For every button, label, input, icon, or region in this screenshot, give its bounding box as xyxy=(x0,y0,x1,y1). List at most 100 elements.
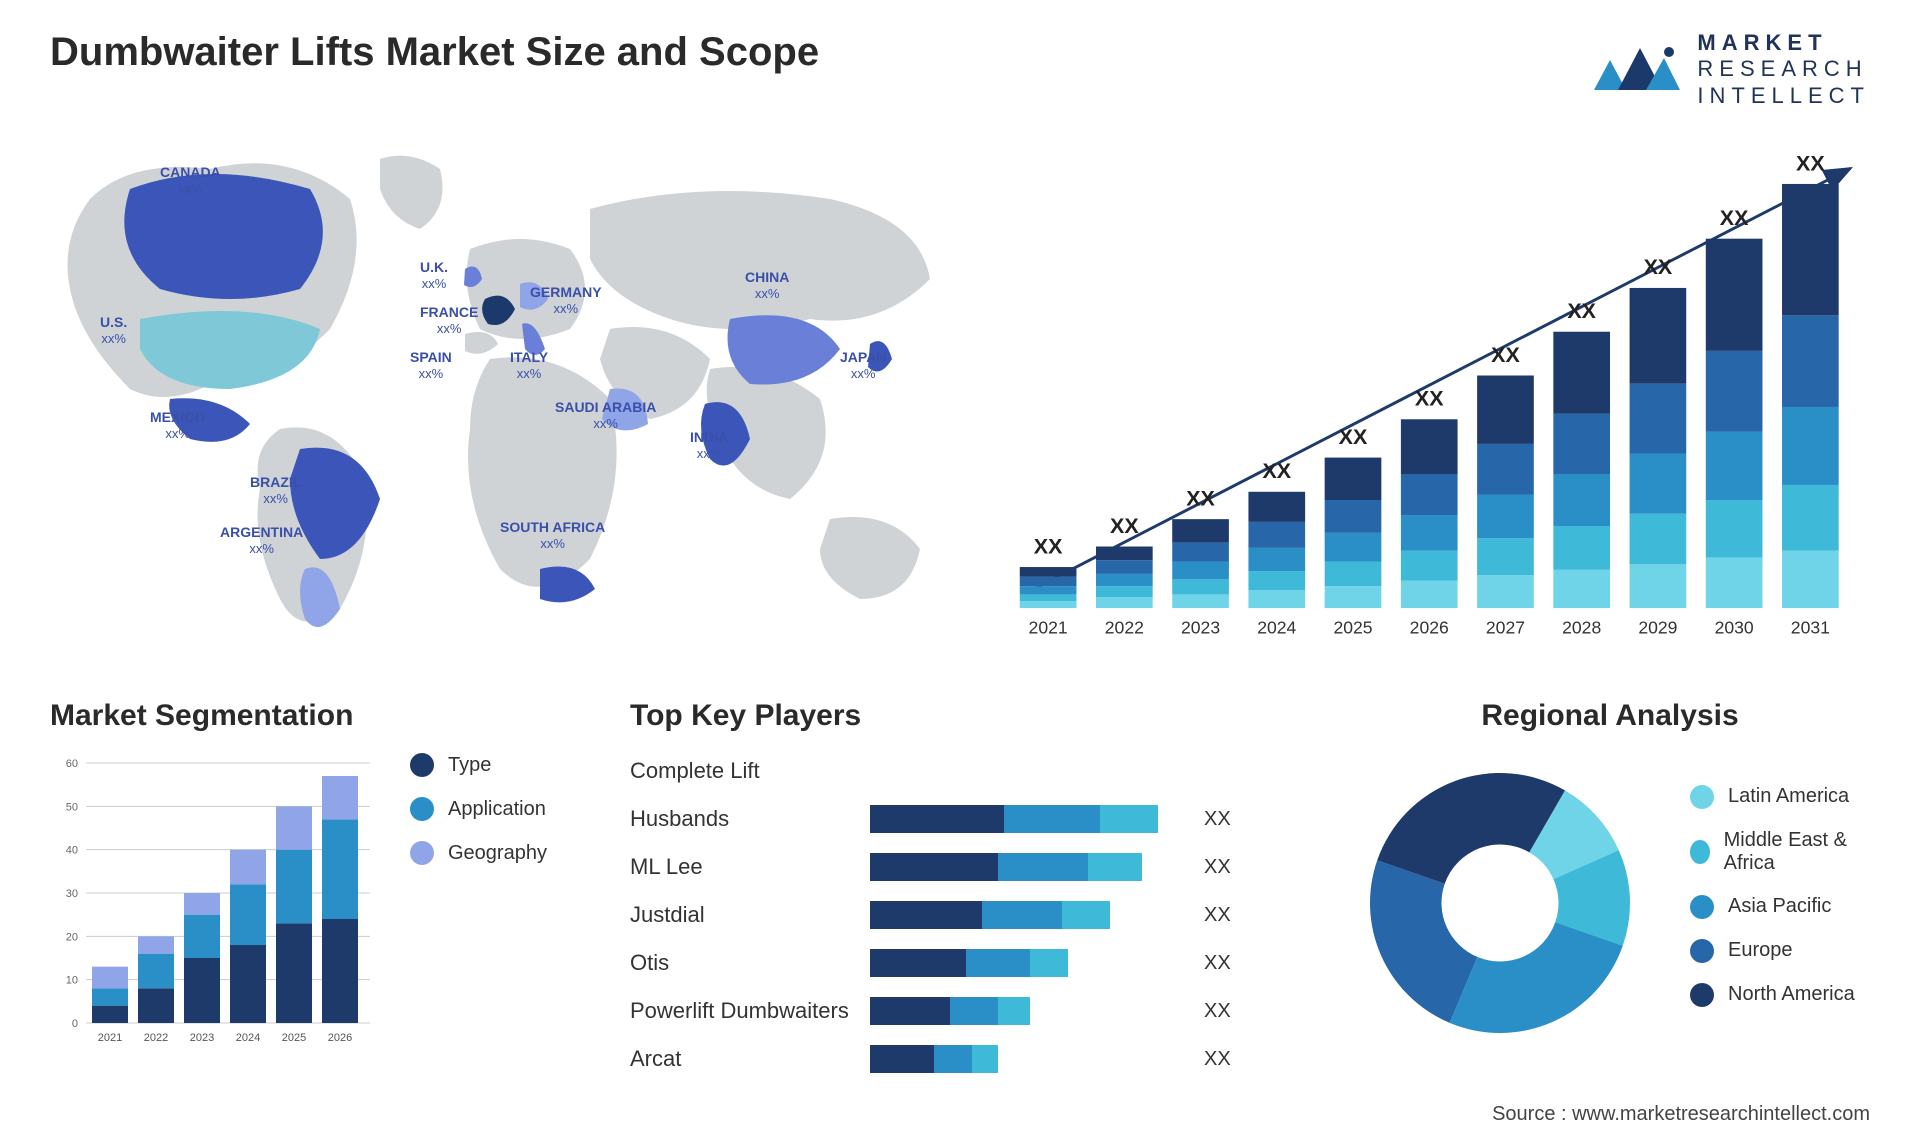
legend-item: North America xyxy=(1690,983,1870,1007)
legend-item: Asia Pacific xyxy=(1690,895,1870,919)
country-label: SAUDI ARABIAxx% xyxy=(555,399,656,431)
key-players-panel: Top Key Players Complete LiftHusbandsXXM… xyxy=(630,699,1310,1089)
svg-text:2022: 2022 xyxy=(144,1032,168,1044)
svg-text:XX: XX xyxy=(1644,255,1673,279)
country-label: ARGENTINAxx% xyxy=(220,524,303,556)
player-value: XX xyxy=(1204,1001,1231,1021)
page-title: Dumbwaiter Lifts Market Size and Scope xyxy=(50,30,819,75)
player-value: XX xyxy=(1204,905,1231,925)
world-map-svg xyxy=(50,139,950,659)
svg-text:XX: XX xyxy=(1796,151,1825,175)
svg-text:40: 40 xyxy=(66,845,78,857)
country-label: CANADAxx% xyxy=(160,164,221,196)
player-bar xyxy=(870,805,1190,833)
legend-item: Geography xyxy=(410,841,547,865)
legend-item: Europe xyxy=(1690,939,1870,963)
segmentation-panel: Market Segmentation 0 10 20 30 40 50 60 2021 202… xyxy=(50,699,590,1089)
player-bar xyxy=(870,949,1190,977)
country-label: FRANCExx% xyxy=(420,304,478,336)
player-name: Arcat xyxy=(630,1048,870,1070)
top-row: CANADAxx% U.S.xx% MEXICOxx% BRAZILxx% ARGENT… xyxy=(50,139,1870,659)
svg-text:2024: 2024 xyxy=(1257,618,1296,638)
player-row: Husbands XX xyxy=(630,801,1310,837)
segmentation-title: Market Segmentation xyxy=(50,699,590,733)
player-row: Powerlift Dumbwaiters XX xyxy=(630,993,1310,1029)
player-row: Otis XX xyxy=(630,945,1310,981)
legend-item: Application xyxy=(410,797,547,821)
svg-text:2025: 2025 xyxy=(282,1032,306,1044)
country-label: MEXICOxx% xyxy=(150,409,205,441)
player-bar xyxy=(870,1045,1190,1073)
player-name: Complete Lift xyxy=(630,760,870,782)
svg-text:XX: XX xyxy=(1262,459,1291,483)
player-value: XX xyxy=(1204,1049,1231,1069)
player-bar xyxy=(870,901,1190,929)
svg-text:2023: 2023 xyxy=(1181,618,1220,638)
svg-text:2024: 2024 xyxy=(236,1032,260,1044)
svg-text:2028: 2028 xyxy=(1562,618,1601,638)
players-list: Complete LiftHusbandsXXML LeeXXJustdialX… xyxy=(630,753,1310,1077)
svg-text:20: 20 xyxy=(66,932,78,944)
player-bar xyxy=(870,997,1190,1025)
player-row: ML LeeXX xyxy=(630,849,1310,885)
svg-text:2026: 2026 xyxy=(1410,618,1449,638)
player-name: ML Lee xyxy=(630,856,870,878)
svg-text:XX: XX xyxy=(1339,425,1368,449)
country-label: JAPANxx% xyxy=(840,349,886,381)
svg-text:XX: XX xyxy=(1034,535,1063,559)
player-bar xyxy=(870,853,1190,881)
svg-text:XX: XX xyxy=(1491,343,1520,367)
svg-text:2021: 2021 xyxy=(1029,618,1068,638)
player-value: XX xyxy=(1204,953,1231,973)
player-row: Justdial XX xyxy=(630,897,1310,933)
country-label: INDIAxx% xyxy=(690,429,728,461)
logo-mark-icon xyxy=(1592,40,1682,100)
world-map-chart: CANADAxx% U.S.xx% MEXICOxx% BRAZILxx% ARGENT… xyxy=(50,139,950,659)
svg-text:2026: 2026 xyxy=(328,1032,352,1044)
svg-text:XX: XX xyxy=(1186,487,1215,511)
regional-donut-chart xyxy=(1350,753,1650,1058)
source-attribution: Source : www.marketresearchintellect.com xyxy=(1492,1103,1870,1126)
svg-text:60: 60 xyxy=(66,758,78,770)
country-label: GERMANYxx% xyxy=(530,284,602,316)
player-name: Husbands xyxy=(630,808,870,830)
svg-text:0: 0 xyxy=(72,1018,78,1030)
regional-title: Regional Analysis xyxy=(1350,699,1870,733)
country-label: ITALYxx% xyxy=(510,349,548,381)
regional-legend: Latin America Middle East & Africa Asia Pa… xyxy=(1690,785,1870,1027)
header: Dumbwaiter Lifts Market Size and Scope M… xyxy=(50,30,1870,109)
svg-text:2021: 2021 xyxy=(98,1032,122,1044)
svg-text:10: 10 xyxy=(66,975,78,987)
country-label: SOUTH AFRICAxx% xyxy=(500,519,605,551)
country-label: U.S.xx% xyxy=(100,314,127,346)
svg-text:XX: XX xyxy=(1110,514,1139,538)
svg-text:2030: 2030 xyxy=(1715,618,1754,638)
legend-item: Latin America xyxy=(1690,785,1870,809)
player-row: Arcat XX xyxy=(630,1041,1310,1077)
svg-text:50: 50 xyxy=(66,802,78,814)
svg-text:2025: 2025 xyxy=(1333,618,1372,638)
player-name: Otis xyxy=(630,952,870,974)
logo-text: MARKET RESEARCH INTELLECT xyxy=(1697,30,1870,109)
country-label: SPAINxx% xyxy=(410,349,452,381)
svg-text:30: 30 xyxy=(66,888,78,900)
legend-item: Middle East & Africa xyxy=(1690,829,1870,875)
svg-text:2029: 2029 xyxy=(1638,618,1677,638)
country-label: U.K.xx% xyxy=(420,259,448,291)
player-name: Powerlift Dumbwaiters xyxy=(630,1000,870,1022)
segmentation-legend: Type Application Geography xyxy=(410,753,547,885)
growth-stacked-bar-chart: XX 2021 XX 2022 XX 2023 XX 2024 XX 2025 XX 2026 XX 20… xyxy=(1010,139,1870,659)
svg-text:2031: 2031 xyxy=(1791,618,1830,638)
svg-text:2027: 2027 xyxy=(1486,618,1525,638)
brand-logo: MARKET RESEARCH INTELLECT xyxy=(1592,30,1870,109)
svg-text:2022: 2022 xyxy=(1105,618,1144,638)
country-label: CHINAxx% xyxy=(745,269,789,301)
player-row: Complete Lift xyxy=(630,753,1310,789)
bottom-row: Market Segmentation 0 10 20 30 40 50 60 2021 202… xyxy=(50,699,1870,1089)
svg-text:XX: XX xyxy=(1720,206,1749,230)
legend-item: Type xyxy=(410,753,547,777)
regional-panel: Regional Analysis Latin America Middle Ea… xyxy=(1350,699,1870,1089)
player-value: XX xyxy=(1204,809,1231,829)
country-label: BRAZILxx% xyxy=(250,474,301,506)
player-name: Justdial xyxy=(630,904,870,926)
